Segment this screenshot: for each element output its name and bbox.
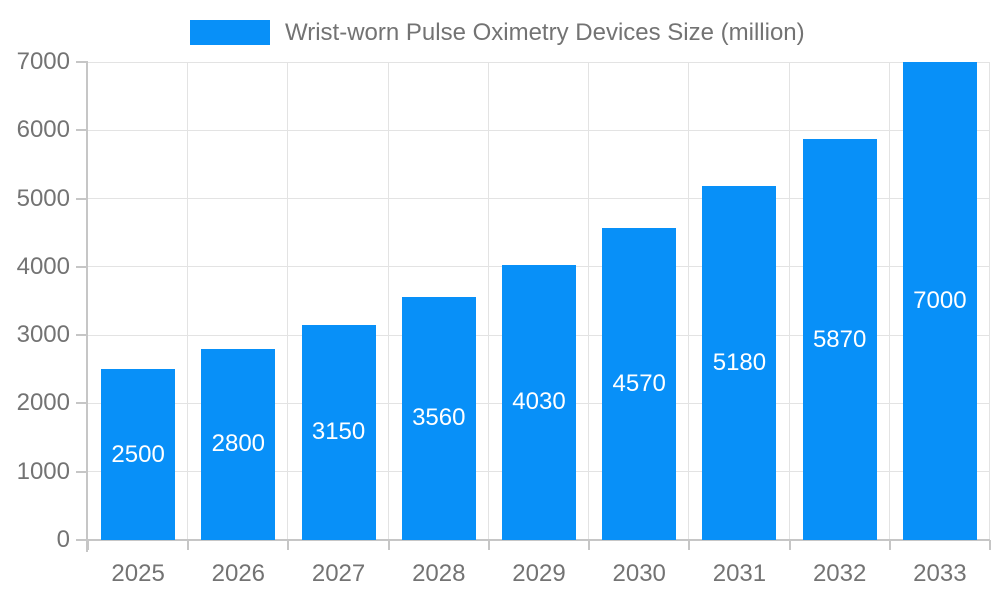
gridline-vertical (688, 62, 690, 540)
gridline-horizontal (88, 129, 990, 131)
x-axis-tick-label: 2026 (211, 560, 266, 587)
bar-value-label: 4030 (512, 388, 566, 416)
y-axis-tick-label: 6000 (16, 116, 70, 144)
gridline-vertical (788, 62, 790, 540)
y-axis-tick-label: 3000 (16, 321, 70, 349)
y-axis-tick (76, 61, 88, 63)
x-axis-tick-label: 2029 (512, 560, 566, 587)
x-axis-tick (387, 540, 390, 550)
y-axis-tick-label: 0 (56, 526, 70, 553)
y-axis-tick (76, 402, 88, 405)
x-axis-tick-label: 2033 (913, 560, 967, 587)
bar-2028[interactable]: 3560 (401, 296, 476, 540)
gridline-vertical (387, 62, 389, 540)
x-axis-tick-label: 2031 (712, 560, 767, 587)
bar-value-label: 5870 (812, 325, 867, 353)
bar-value-label: 4570 (612, 369, 666, 397)
y-axis-tick (76, 265, 88, 268)
bar-2025[interactable]: 2500 (101, 369, 176, 540)
x-axis-tick (187, 540, 190, 550)
y-axis-line (86, 62, 88, 552)
legend-label: Wrist-worn Pulse Oximetry Devices Size (… (285, 18, 805, 46)
bar-value-label: 2500 (111, 440, 165, 468)
bar-2030[interactable]: 4570 (602, 227, 677, 540)
x-axis-tick (487, 540, 490, 550)
x-axis-tick (87, 540, 89, 550)
x-axis-tick (989, 540, 991, 550)
y-axis-tick (76, 197, 88, 200)
bar-value-label: 3150 (311, 418, 366, 446)
bar-2033[interactable]: 7000 (902, 62, 977, 540)
gridline-vertical (187, 62, 189, 540)
x-axis-tick (788, 540, 791, 550)
y-axis-tick (76, 470, 88, 473)
gridline-vertical (989, 62, 990, 540)
bar-2032[interactable]: 5870 (802, 139, 877, 540)
x-axis-tick (888, 540, 891, 550)
y-axis-tick (76, 334, 88, 337)
y-axis-tick-label: 1000 (16, 457, 70, 485)
y-axis-tick-label: 4000 (16, 252, 70, 280)
bar-value-label: 3560 (412, 404, 466, 432)
gridline-horizontal (88, 61, 990, 63)
gridline-horizontal (88, 198, 990, 200)
gridline-vertical (487, 62, 489, 540)
y-axis-tick-label: 5000 (16, 184, 70, 212)
legend-swatch-icon (190, 20, 270, 45)
x-axis-tick-label: 2030 (612, 560, 666, 587)
bar-value-label: 2800 (211, 430, 266, 458)
x-axis-tick-label: 2032 (812, 560, 867, 587)
bar-value-label: 7000 (913, 287, 967, 314)
bar-2029[interactable]: 4030 (502, 264, 576, 540)
x-axis-tick (588, 540, 591, 550)
bar-2026[interactable]: 2800 (201, 348, 276, 540)
x-axis-line (76, 539, 990, 541)
x-axis-tick-label: 2027 (311, 560, 366, 587)
x-axis-tick (688, 540, 691, 550)
bar-2027[interactable]: 3150 (301, 324, 376, 540)
bar-2031[interactable]: 5180 (702, 186, 777, 540)
gridline-vertical (888, 62, 890, 540)
x-axis-tick-label: 2028 (412, 560, 466, 587)
x-axis-tick-label: 2025 (111, 560, 165, 587)
gridline-vertical (588, 62, 590, 540)
y-axis-tick (76, 129, 88, 132)
x-axis-tick (287, 540, 290, 550)
y-axis-tick-label: 7000 (16, 48, 70, 75)
y-axis-tick-label: 2000 (16, 389, 70, 417)
chart-legend[interactable]: Wrist-worn Pulse Oximetry Devices Size (… (190, 18, 805, 46)
gridline-vertical (287, 62, 289, 540)
bar-value-label: 5180 (712, 349, 767, 377)
